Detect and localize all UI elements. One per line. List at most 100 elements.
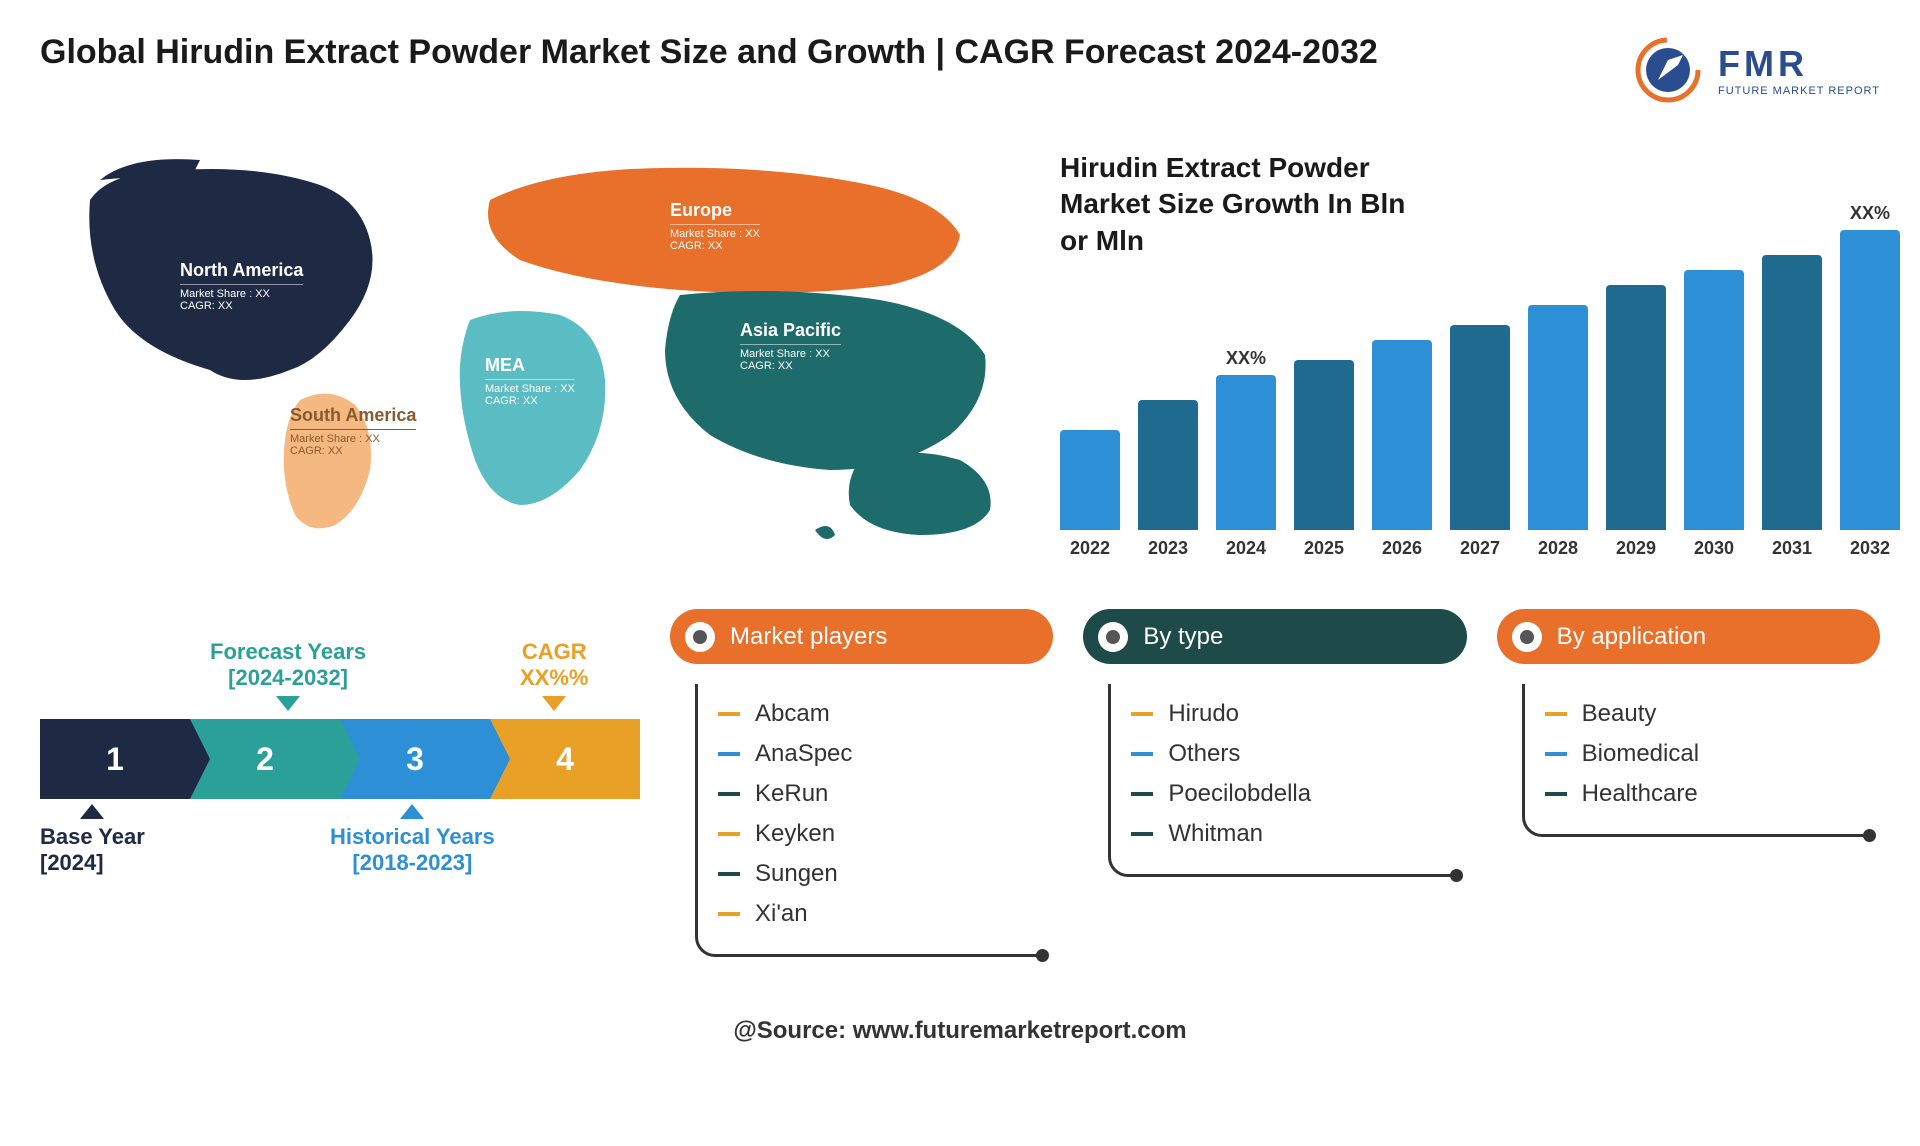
market-players-col: Market players Abcam AnaSpec KeRun Keyken Su… bbox=[670, 609, 1053, 957]
arrow-down-icon bbox=[542, 696, 566, 711]
timeline-seg-4: 4 bbox=[490, 719, 640, 799]
list-item-label: KeRun bbox=[755, 780, 828, 808]
list-item: Healthcare bbox=[1545, 774, 1870, 814]
top-section: North America Market Share : XX CAGR: XX… bbox=[40, 140, 1880, 559]
list-item: Others bbox=[1131, 734, 1456, 774]
list-item: Abcam bbox=[718, 694, 1043, 734]
list-item: AnaSpec bbox=[718, 734, 1043, 774]
dot-icon bbox=[1098, 622, 1128, 652]
bar bbox=[1762, 255, 1822, 530]
bar-2026: 2026 bbox=[1372, 340, 1432, 559]
bullet-icon bbox=[1131, 832, 1153, 836]
list-item: KeRun bbox=[718, 774, 1043, 814]
bar-year-label: 2024 bbox=[1226, 538, 1266, 559]
list-item: Sungen bbox=[718, 854, 1043, 894]
list-item-label: Xi'an bbox=[755, 900, 808, 928]
bar-year-label: 2031 bbox=[1772, 538, 1812, 559]
list-item-label: Keyken bbox=[755, 820, 835, 848]
list-item: Xi'an bbox=[718, 894, 1043, 934]
timeline-seg-3: 3 bbox=[340, 719, 490, 799]
list-item: Poecilobdella bbox=[1131, 774, 1456, 814]
logo-text-main: FMR bbox=[1718, 43, 1880, 85]
bar-2024: XX%2024 bbox=[1216, 375, 1276, 559]
bullet-icon bbox=[718, 872, 740, 876]
bullet-icon bbox=[1131, 752, 1153, 756]
list-item: Whitman bbox=[1131, 814, 1456, 854]
bullet-icon bbox=[718, 712, 740, 716]
bar-2027: 2027 bbox=[1450, 325, 1510, 559]
bar-2030: 2030 bbox=[1684, 270, 1744, 559]
by-type-header: By type bbox=[1083, 609, 1466, 664]
region-asia-pacific: Asia Pacific Market Share : XX CAGR: XX bbox=[740, 320, 841, 372]
bullet-icon bbox=[1545, 792, 1567, 796]
bar-2028: 2028 bbox=[1528, 305, 1588, 559]
bar-year-label: 2025 bbox=[1304, 538, 1344, 559]
timeline-seg-2: 2 bbox=[190, 719, 340, 799]
arrow-down-icon bbox=[276, 696, 300, 711]
bullet-icon bbox=[718, 912, 740, 916]
list-item-label: Whitman bbox=[1168, 820, 1263, 848]
bullet-icon bbox=[1545, 712, 1567, 716]
bar-year-label: 2022 bbox=[1070, 538, 1110, 559]
timeline: Forecast Years [2024-2032] CAGR XX%% 1 2… bbox=[40, 609, 640, 957]
fmr-logo-icon bbox=[1628, 30, 1708, 110]
bar-2032: XX%2032 bbox=[1840, 230, 1900, 559]
timeline-seg-1: 1 bbox=[40, 719, 190, 799]
list-item-label: AnaSpec bbox=[755, 740, 852, 768]
bullet-icon bbox=[1545, 752, 1567, 756]
by-type-list: Hirudo Others Poecilobdella Whitman bbox=[1108, 684, 1456, 877]
chart-title: Hirudin Extract Powder Market Size Growt… bbox=[1060, 150, 1440, 259]
dot-icon bbox=[685, 622, 715, 652]
list-item-label: Biomedical bbox=[1582, 740, 1699, 768]
cagr-label: CAGR XX%% bbox=[520, 639, 588, 711]
list-item-label: Sungen bbox=[755, 860, 838, 888]
list-item: Keyken bbox=[718, 814, 1043, 854]
list-item-label: Healthcare bbox=[1582, 780, 1698, 808]
historical-label: Historical Years [2018-2023] bbox=[330, 804, 495, 876]
arrow-up-icon bbox=[80, 804, 104, 819]
bar-2022: 2022 bbox=[1060, 430, 1120, 559]
source-text: @Source: www.futuremarketreport.com bbox=[40, 1017, 1880, 1045]
logo: FMR FUTURE MARKET REPORT bbox=[1628, 30, 1880, 110]
arrow-up-icon bbox=[400, 804, 424, 819]
list-item: Biomedical bbox=[1545, 734, 1870, 774]
timeline-bar: 1 2 3 4 bbox=[40, 719, 640, 799]
list-item: Hirudo bbox=[1131, 694, 1456, 734]
by-application-header: By application bbox=[1497, 609, 1880, 664]
list-item-label: Poecilobdella bbox=[1168, 780, 1311, 808]
bullet-icon bbox=[1131, 712, 1153, 716]
base-year-label: Base Year [2024] bbox=[40, 804, 145, 876]
bar bbox=[1450, 325, 1510, 530]
bar-year-label: 2027 bbox=[1460, 538, 1500, 559]
bar-2031: 2031 bbox=[1762, 255, 1822, 559]
list-item-label: Beauty bbox=[1582, 700, 1657, 728]
bullet-icon bbox=[718, 792, 740, 796]
list-item-label: Hirudo bbox=[1168, 700, 1239, 728]
bar-annotation: XX% bbox=[1850, 203, 1890, 224]
bar bbox=[1138, 400, 1198, 530]
list-item: Beauty bbox=[1545, 694, 1870, 734]
region-north-america: North America Market Share : XX CAGR: XX bbox=[180, 260, 303, 312]
bar-2025: 2025 bbox=[1294, 360, 1354, 559]
bar-2023: 2023 bbox=[1138, 400, 1198, 559]
bar-chart: Hirudin Extract Powder Market Size Growt… bbox=[1060, 140, 1900, 559]
bar-year-label: 2032 bbox=[1850, 538, 1890, 559]
bar bbox=[1060, 430, 1120, 530]
bars-container: 20222023XX%20242025202620272028202920302… bbox=[1060, 279, 1900, 559]
bar bbox=[1840, 230, 1900, 530]
region-europe: Europe Market Share : XX CAGR: XX bbox=[670, 200, 760, 252]
by-application-list: Beauty Biomedical Healthcare bbox=[1522, 684, 1870, 837]
bar bbox=[1528, 305, 1588, 530]
bullet-icon bbox=[718, 752, 740, 756]
bullet-icon bbox=[1131, 792, 1153, 796]
by-type-col: By type Hirudo Others Poecilobdella Whitman bbox=[1083, 609, 1466, 957]
page-title: Global Hirudin Extract Powder Market Siz… bbox=[40, 30, 1378, 74]
bar-year-label: 2026 bbox=[1382, 538, 1422, 559]
bar-year-label: 2028 bbox=[1538, 538, 1578, 559]
bar bbox=[1294, 360, 1354, 530]
bar bbox=[1372, 340, 1432, 530]
logo-text-sub: FUTURE MARKET REPORT bbox=[1718, 85, 1880, 97]
map-svg bbox=[40, 140, 1020, 540]
market-players-header: Market players bbox=[670, 609, 1053, 664]
list-item-label: Abcam bbox=[755, 700, 830, 728]
